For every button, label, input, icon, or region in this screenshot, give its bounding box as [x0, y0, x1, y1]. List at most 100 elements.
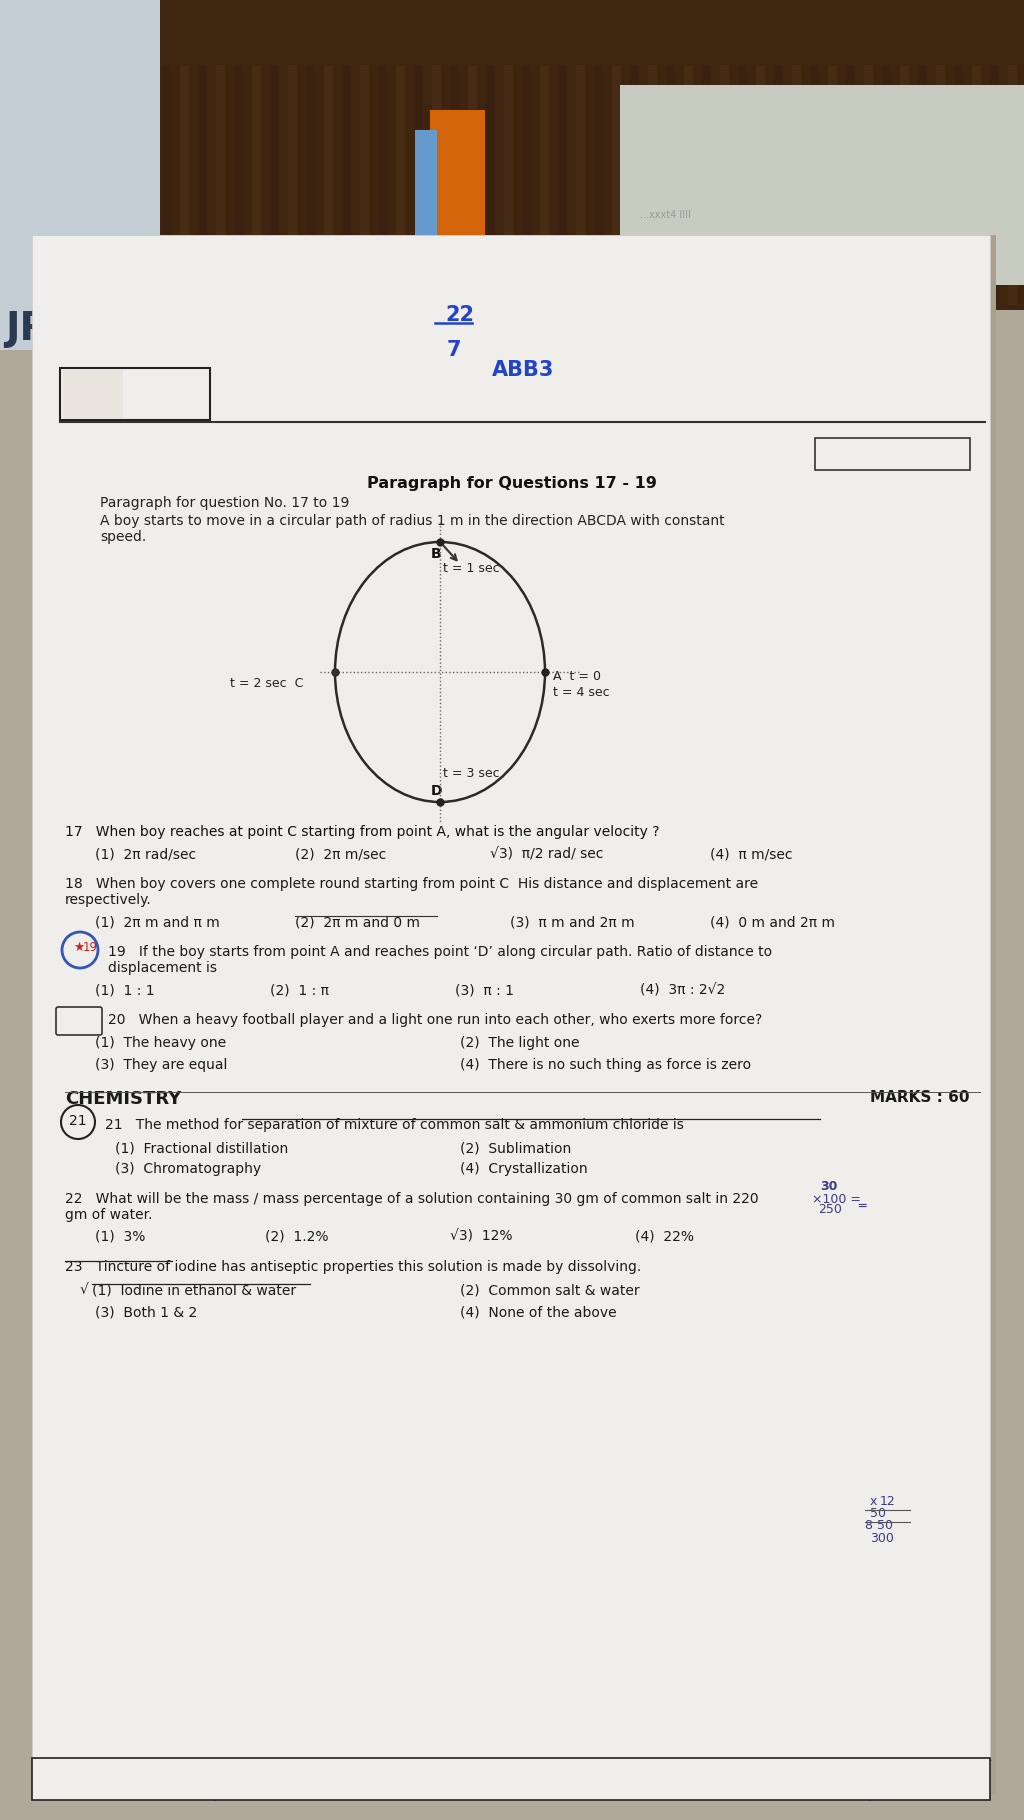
Bar [630, 66, 639, 306]
Bar [306, 66, 315, 306]
Text: Paragraph for Questions 17 - 19: Paragraph for Questions 17 - 19 [367, 477, 657, 491]
Text: ⊃: ⊃ [67, 386, 86, 406]
Text: ALLEN: ALLEN [90, 391, 144, 408]
Bar [430, 109, 485, 289]
Text: (4)  22%: (4) 22% [635, 1230, 694, 1245]
Text: (2)  Sublimation: (2) Sublimation [460, 1141, 571, 1156]
Bar [288, 66, 297, 306]
Bar [1008, 66, 1017, 306]
Text: (4)  0 m and 2π m: (4) 0 m and 2π m [710, 915, 835, 928]
Bar [648, 66, 657, 306]
Text: Paragraph for question No. 17 to 19: Paragraph for question No. 17 to 19 [100, 497, 349, 510]
Text: (3)  They are equal: (3) They are equal [95, 1057, 227, 1072]
Text: displacement is: displacement is [108, 961, 217, 976]
Text: 07-08-2022: 07-08-2022 [852, 459, 932, 471]
Bar [32, 235, 990, 1791]
Text: 20: 20 [71, 1010, 88, 1025]
Bar [60, 368, 210, 420]
Text: t = 1 sec: t = 1 sec [443, 562, 500, 575]
Bar [612, 66, 621, 306]
Bar [162, 66, 171, 306]
Text: (1)  The heavy one: (1) The heavy one [95, 1036, 226, 1050]
Bar [954, 66, 963, 306]
Text: (2)  1.2%: (2) 1.2% [265, 1230, 329, 1245]
Text: (1)  Iodine in ethanol & water: (1) Iodine in ethanol & water [92, 1283, 296, 1298]
Text: (2)  1 : π: (2) 1 : π [270, 983, 329, 997]
Text: t = 2 sec  C: t = 2 sec C [230, 677, 303, 690]
Text: x: x [870, 1494, 878, 1509]
Text: ═: ═ [858, 1199, 865, 1212]
Bar [38, 235, 996, 1795]
Text: (3)  Chromatography: (3) Chromatography [115, 1161, 261, 1176]
Text: ★: ★ [73, 941, 84, 954]
Text: √3)  12%: √3) 12% [450, 1230, 512, 1245]
Text: 20   When a heavy football player and a light one run into each other, who exert: 20 When a heavy football player and a li… [108, 1014, 762, 1026]
Bar [792, 66, 801, 306]
Bar [815, 439, 970, 470]
Bar [936, 66, 945, 306]
Text: 300: 300 [870, 1532, 894, 1545]
Text: 19: 19 [83, 941, 98, 954]
Bar [846, 66, 855, 306]
Bar [360, 66, 369, 306]
Bar [666, 66, 675, 306]
Bar [63, 369, 123, 419]
Text: 1901CFA401622005: 1901CFA401622005 [55, 1785, 189, 1798]
Text: A boy starts to move in a circular path of radius 1 m in the direction ABCDA wit: A boy starts to move in a circular path … [100, 513, 725, 528]
FancyBboxPatch shape [56, 1006, 102, 1036]
Text: t = 4 sec: t = 4 sec [553, 686, 609, 699]
Text: 30: 30 [820, 1179, 838, 1192]
Text: (2)  2π m/sec: (2) 2π m/sec [295, 846, 386, 861]
Text: ABB3: ABB3 [492, 360, 554, 380]
Text: 50: 50 [870, 1507, 886, 1520]
Bar [414, 66, 423, 306]
Bar [108, 66, 117, 306]
Text: A  t = 0: A t = 0 [553, 670, 601, 682]
Bar [18, 66, 27, 306]
Bar [32, 1758, 990, 1800]
Text: (4)  None of the above: (4) None of the above [460, 1305, 616, 1320]
Bar [252, 66, 261, 306]
Text: (3)  Both 1 & 2: (3) Both 1 & 2 [95, 1305, 198, 1320]
Bar [54, 66, 63, 306]
Bar [756, 66, 765, 306]
Bar [126, 66, 135, 306]
Text: (4)  3π : 2√2: (4) 3π : 2√2 [640, 983, 725, 997]
Bar [558, 66, 567, 306]
Bar [864, 66, 873, 306]
Text: 7: 7 [447, 340, 462, 360]
Text: (4)  Crystallization: (4) Crystallization [460, 1161, 588, 1176]
Bar [210, 420, 810, 459]
Text: (2)  Common salt & water: (2) Common salt & water [460, 1283, 640, 1298]
Text: 19   If the boy starts from point A and reaches point ‘D’ along circular path. R: 19 If the boy starts from point A and re… [108, 945, 772, 959]
Text: speed.: speed. [100, 530, 146, 544]
Bar [72, 66, 81, 306]
Bar [234, 66, 243, 306]
Text: (2)  2π m and 0 m: (2) 2π m and 0 m [295, 915, 420, 928]
Bar [468, 66, 477, 306]
Text: MARKS : 60: MARKS : 60 [870, 1090, 970, 1105]
Text: (4)  π m/sec: (4) π m/sec [710, 846, 793, 861]
Text: √3)  π/2 rad/ sec: √3) π/2 rad/ sec [490, 846, 603, 861]
Bar [415, 129, 437, 280]
Text: (1)  2π m and π m: (1) 2π m and π m [95, 915, 220, 928]
Text: √: √ [80, 1283, 89, 1298]
Text: (1)  2π rad/sec: (1) 2π rad/sec [95, 846, 197, 861]
Text: 21   The method for separation of mixture of common salt & ammonium chloride is: 21 The method for separation of mixture … [105, 1117, 684, 1132]
Text: (3)  π m and 2π m: (3) π m and 2π m [510, 915, 635, 928]
Bar [684, 66, 693, 306]
Text: 22: 22 [445, 306, 474, 326]
Bar [144, 66, 153, 306]
Bar [0, 0, 1024, 309]
Text: gm of water.: gm of water. [65, 1208, 153, 1221]
Text: ━━━━━━━━━━: ━━━━━━━━━━ [90, 413, 132, 419]
Bar [882, 66, 891, 306]
Bar [594, 66, 603, 306]
Text: (1)  Fractional distillation: (1) Fractional distillation [115, 1141, 288, 1156]
Text: JRI: JRI [5, 309, 63, 348]
Bar [0, 0, 160, 349]
Text: 8 50: 8 50 [865, 1520, 893, 1532]
Bar [702, 66, 711, 306]
Bar [396, 66, 406, 306]
Text: respectively.: respectively. [65, 894, 152, 906]
